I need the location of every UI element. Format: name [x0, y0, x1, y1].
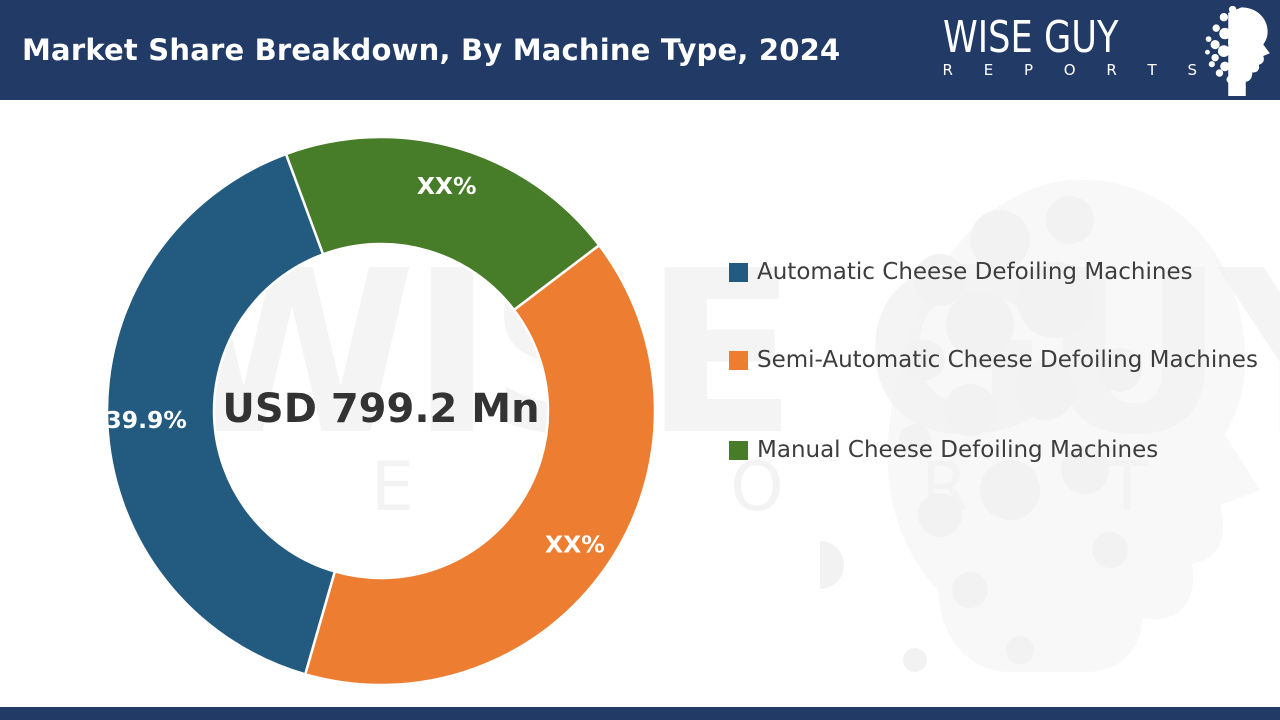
legend-item-semi-automatic: Semi-Automatic Cheese Defoiling Machines	[729, 345, 1258, 375]
segment-value-label-semi-automatic: XX%	[545, 530, 605, 558]
legend-item-manual: Manual Cheese Defoiling Machines	[729, 435, 1158, 465]
donut-segment-manual	[284, 135, 601, 312]
legend-label: Semi-Automatic Cheese Defoiling Machines	[757, 347, 1258, 373]
segment-value-label-automatic: 39.9%	[105, 406, 187, 434]
page-title: Market Share Breakdown, By Machine Type,…	[22, 33, 841, 67]
header-bar: Market Share Breakdown, By Machine Type,…	[0, 0, 1280, 100]
legend-swatch-blue-icon	[729, 262, 748, 282]
logo-reports-text: R E P O R T S	[942, 61, 1210, 79]
logo-face-icon	[1205, 5, 1270, 96]
donut-segment-automatic	[105, 152, 337, 676]
legend-swatch-orange-icon	[729, 350, 748, 370]
watermark-face-icon	[820, 179, 1260, 672]
segment-value-label-manual: XX%	[417, 172, 477, 200]
footer-bar	[0, 707, 1280, 720]
legend-item-automatic: Automatic Cheese Defoiling Machines	[729, 257, 1193, 287]
wise-guy-logo: WISE GUY R E P O R T S	[942, 12, 1210, 80]
chart-center-value: USD 799.2 Mn	[222, 386, 540, 432]
donut-segment-semi-automatic	[303, 244, 657, 687]
legend-label: Manual Cheese Defoiling Machines	[757, 437, 1159, 463]
legend-swatch-green-icon	[729, 440, 748, 460]
legend-label: Automatic Cheese Defoiling Machines	[757, 259, 1193, 285]
logo-wiseguy-text: WISE GUY	[942, 12, 1119, 63]
